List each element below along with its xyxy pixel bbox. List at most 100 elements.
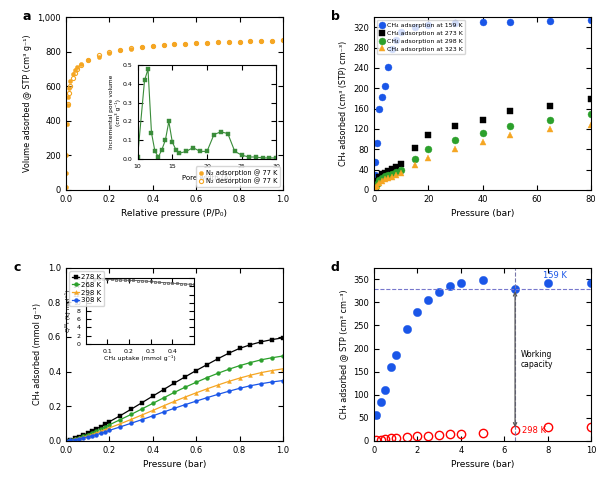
Y-axis label: CH₄ adsorbed (mmol g⁻¹): CH₄ adsorbed (mmol g⁻¹)	[34, 303, 43, 405]
308 K	[62, 438, 70, 444]
N₂ adsorption @ 77 K	[65, 85, 73, 91]
278 K	[93, 426, 100, 432]
298 K	[388, 435, 395, 441]
159 K	[388, 364, 395, 370]
N₂ desorption @ 77 K	[67, 83, 74, 89]
298 K	[80, 434, 87, 440]
278 K	[160, 387, 167, 393]
308 K	[71, 437, 78, 443]
159 K	[446, 283, 454, 289]
CH₄ adsorption at 323 K	[382, 176, 389, 182]
CH₄ adsorption at 298 K	[376, 177, 383, 183]
CH₄ adsorption at 323 K	[373, 183, 380, 189]
298 K	[88, 431, 95, 437]
278 K	[97, 424, 104, 430]
278 K	[149, 393, 157, 399]
N₂ desorption @ 77 K	[268, 37, 275, 43]
308 K	[225, 388, 232, 394]
298 K	[414, 433, 421, 439]
Line: 278 K: 278 K	[64, 336, 285, 443]
298 K	[247, 372, 254, 378]
268 K	[76, 435, 83, 441]
308 K	[80, 435, 87, 441]
N₂ desorption @ 77 K	[73, 66, 80, 72]
CH₄ adsorption at 323 K	[398, 170, 405, 176]
298 K	[149, 408, 157, 413]
CH₄ adsorption at 273 K	[587, 96, 595, 102]
268 K	[257, 357, 265, 363]
CH₄ adsorption at 298 K	[371, 187, 378, 192]
CH₄ adsorption at 298 K	[379, 175, 386, 181]
CH₄ adsorption at 159 K	[371, 172, 379, 178]
268 K	[101, 424, 109, 430]
298 K	[403, 434, 410, 440]
CH₄ adsorption at 298 K	[373, 182, 380, 187]
278 K	[71, 435, 78, 441]
308 K	[268, 379, 275, 385]
268 K	[280, 353, 287, 359]
N₂ desorption @ 77 K	[149, 43, 157, 49]
N₂ desorption @ 77 K	[106, 49, 113, 55]
CH₄ adsorption at 273 K	[371, 187, 378, 192]
CH₄ adsorption at 323 K	[388, 174, 395, 180]
N₂ adsorption @ 77 K	[247, 38, 254, 44]
CH₄ adsorption at 159 K	[452, 20, 459, 26]
298 K	[101, 427, 109, 432]
CH₄ adsorption at 323 K	[371, 186, 379, 191]
159 K	[457, 280, 464, 286]
CH₄ adsorption at 298 K	[411, 156, 418, 162]
268 K	[149, 400, 157, 406]
278 K	[247, 342, 254, 348]
298 K	[457, 431, 464, 437]
308 K	[203, 395, 211, 401]
278 K	[214, 356, 221, 362]
308 K	[101, 429, 109, 435]
298 K	[67, 437, 74, 443]
CH₄ adsorption at 159 K	[547, 18, 554, 23]
268 K	[268, 355, 275, 361]
N₂ desorption @ 77 K	[127, 45, 134, 51]
CH₄ adsorption at 159 K	[392, 37, 400, 43]
278 K	[225, 350, 232, 356]
CH₄ adsorption at 323 K	[587, 122, 595, 128]
159 K	[544, 280, 551, 286]
CH₄ adsorption at 298 K	[398, 167, 405, 172]
CH₄ adsorption at 273 K	[372, 183, 379, 188]
Text: 298 K: 298 K	[521, 426, 545, 435]
278 K	[193, 368, 200, 374]
Legend: CH₄ adsorption at 159 K, CH₄ adsorption at 273 K, CH₄ adsorption at 298 K, CH₄ a: CH₄ adsorption at 159 K, CH₄ adsorption …	[377, 20, 465, 54]
278 K	[101, 421, 109, 427]
N₂ desorption @ 77 K	[193, 40, 200, 46]
Line: CH₄ adsorption at 159 K: CH₄ adsorption at 159 K	[371, 16, 595, 191]
Line: CH₄ adsorption at 298 K: CH₄ adsorption at 298 K	[371, 110, 595, 193]
308 K	[97, 431, 104, 436]
Text: a: a	[23, 10, 31, 23]
N₂ adsorption @ 77 K	[95, 54, 102, 60]
278 K	[236, 345, 243, 351]
CH₄ adsorption at 273 K	[425, 132, 432, 138]
278 K	[127, 406, 134, 412]
N₂ desorption @ 77 K	[214, 39, 221, 45]
N₂ adsorption @ 77 K	[63, 152, 70, 158]
268 K	[171, 390, 178, 395]
N₂ adsorption @ 77 K	[69, 71, 76, 77]
308 K	[171, 405, 178, 411]
N₂ adsorption @ 77 K	[106, 51, 113, 56]
N₂ adsorption @ 77 K	[73, 64, 80, 70]
CH₄ adsorption at 298 K	[392, 169, 400, 175]
CH₄ adsorption at 159 K	[425, 22, 432, 28]
278 K	[203, 362, 211, 368]
308 K	[84, 434, 91, 440]
N₂ adsorption @ 77 K	[214, 39, 221, 45]
308 K	[76, 436, 83, 442]
308 K	[257, 381, 265, 387]
278 K	[280, 335, 287, 341]
159 K	[392, 353, 400, 358]
298 K	[280, 366, 287, 372]
CH₄ adsorption at 298 K	[547, 117, 554, 123]
278 K	[171, 380, 178, 386]
Line: CH₄ adsorption at 323 K: CH₄ adsorption at 323 K	[371, 121, 595, 193]
Y-axis label: CH₄ adsorbed @ STP (cm³ cm⁻³): CH₄ adsorbed @ STP (cm³ cm⁻³)	[339, 289, 348, 419]
278 K	[67, 437, 74, 443]
159 K	[373, 412, 380, 418]
